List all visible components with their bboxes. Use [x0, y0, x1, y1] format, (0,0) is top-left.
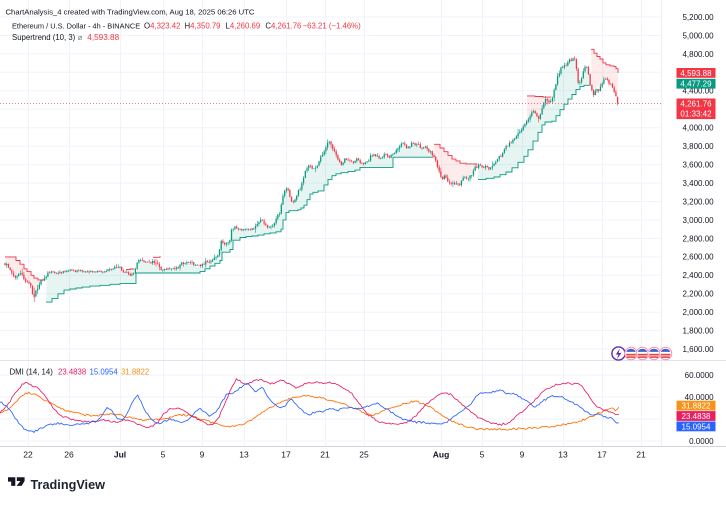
svg-text:2,400.00: 2,400.00	[682, 271, 714, 280]
svg-text:21: 21	[320, 449, 330, 459]
svg-text:1,600.00: 1,600.00	[682, 345, 714, 354]
svg-text:25: 25	[359, 449, 369, 459]
svg-text:9: 9	[200, 449, 205, 459]
svg-text:3,600.00: 3,600.00	[682, 161, 714, 170]
svg-text:Supertrend (10, 3): Supertrend (10, 3)	[12, 33, 76, 42]
svg-text:−63.21 (−1.46%): −63.21 (−1.46%)	[303, 22, 361, 31]
svg-text:O4,323.42: O4,323.42	[144, 22, 180, 31]
svg-text:4,400.00: 4,400.00	[682, 87, 714, 96]
svg-text:17: 17	[597, 449, 607, 459]
svg-text:26: 26	[64, 449, 74, 459]
svg-text:31.8822: 31.8822	[682, 402, 711, 411]
svg-text:2,800.00: 2,800.00	[682, 234, 714, 243]
svg-text:40.0000: 40.0000	[685, 393, 714, 402]
svg-text:23.4838: 23.4838	[58, 368, 86, 377]
svg-text:17: 17	[281, 449, 291, 459]
svg-text:5: 5	[480, 449, 485, 459]
svg-text:3,200.00: 3,200.00	[682, 197, 714, 206]
svg-text:15.0954: 15.0954	[90, 368, 119, 377]
svg-text:60.0000: 60.0000	[685, 371, 714, 380]
svg-text:21: 21	[636, 449, 646, 459]
svg-text:DMI (14, 14): DMI (14, 14)	[10, 368, 54, 377]
svg-text:4,000.00: 4,000.00	[682, 124, 714, 133]
svg-text:4,261.76: 4,261.76	[680, 100, 712, 109]
svg-text:ChartAnalysis_4 created with T: ChartAnalysis_4 created with TradingView…	[6, 7, 255, 16]
svg-text:5,000.00: 5,000.00	[682, 31, 714, 40]
svg-text:2,600.00: 2,600.00	[682, 253, 714, 262]
svg-text:5: 5	[161, 449, 166, 459]
svg-text:3,000.00: 3,000.00	[682, 216, 714, 225]
svg-text:31.8822: 31.8822	[121, 368, 149, 377]
svg-text:L4,260.69: L4,260.69	[226, 22, 261, 31]
svg-text:5,200.00: 5,200.00	[682, 13, 714, 22]
svg-text:H4,350.79: H4,350.79	[185, 22, 221, 31]
svg-text:C4,261.76: C4,261.76	[265, 22, 301, 31]
svg-text:13: 13	[239, 449, 249, 459]
svg-text:Ethereum / U.S. Dollar - 4h -: Ethereum / U.S. Dollar - 4h - BINANCE	[12, 22, 140, 31]
svg-text:TradingView: TradingView	[31, 478, 106, 492]
svg-text:2,200.00: 2,200.00	[682, 290, 714, 299]
svg-text:Aug: Aug	[433, 449, 450, 459]
svg-text:3,400.00: 3,400.00	[682, 179, 714, 188]
svg-text:9: 9	[520, 449, 525, 459]
svg-text:1,800.00: 1,800.00	[682, 327, 714, 336]
svg-text:⌀: ⌀	[78, 33, 83, 42]
svg-text:4,800.00: 4,800.00	[682, 50, 714, 59]
svg-text:13: 13	[558, 449, 568, 459]
svg-text:3,800.00: 3,800.00	[682, 142, 714, 151]
svg-text:22: 22	[23, 449, 33, 459]
svg-text:4,477.29: 4,477.29	[680, 80, 712, 89]
svg-text:23.4838: 23.4838	[682, 412, 711, 421]
svg-text:01:33:42: 01:33:42	[680, 110, 712, 119]
svg-text:0.0000: 0.0000	[689, 437, 714, 446]
svg-text:4,593.88: 4,593.88	[87, 33, 119, 42]
svg-text:15.0954: 15.0954	[682, 422, 711, 431]
svg-text:Jul: Jul	[114, 449, 126, 459]
svg-text:4,593.88: 4,593.88	[680, 69, 712, 78]
svg-text:2,000.00: 2,000.00	[682, 308, 714, 317]
